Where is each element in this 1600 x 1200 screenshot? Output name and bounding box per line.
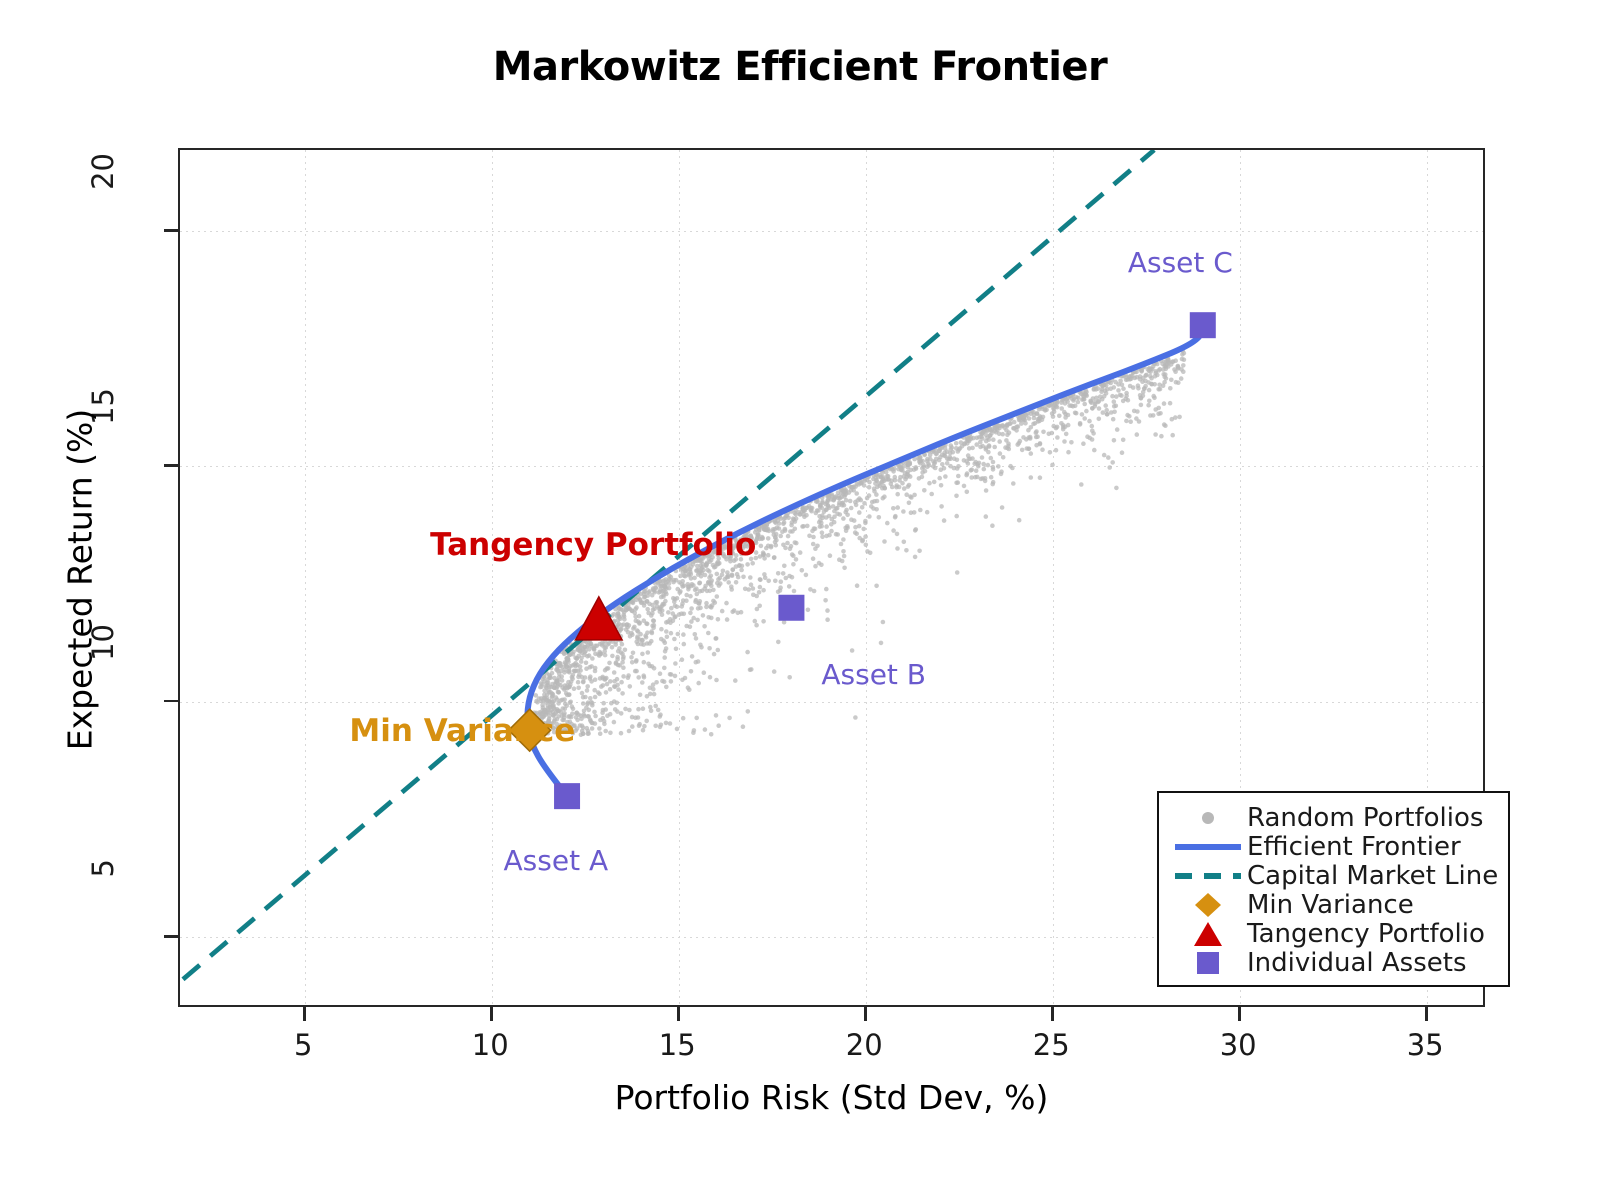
- individual-asset-markers: [554, 312, 1216, 810]
- tangency-portfolio-marker: [574, 595, 624, 641]
- x-tick-mark: [677, 1007, 680, 1021]
- efficient-frontier-curve: [524, 322, 1206, 800]
- y-tick-mark: [164, 464, 178, 467]
- y-tick-mark: [164, 229, 178, 232]
- plot-area: Tangency Portfolio Min Variance Asset A Ass…: [178, 148, 1485, 1007]
- x-tick-label: 30: [1219, 1028, 1257, 1062]
- gridline-vertical: [1427, 150, 1429, 1005]
- legend-key-square-icon: [1169, 950, 1247, 976]
- annotation-asset-b: Asset B: [821, 658, 927, 692]
- annotation-asset-a: Asset A: [503, 844, 609, 878]
- gridline-vertical: [866, 150, 868, 1005]
- gridline-horizontal: [180, 701, 1483, 703]
- x-tick-mark: [303, 1007, 306, 1021]
- x-tick-mark: [864, 1007, 867, 1021]
- legend-label: Random Portfolios: [1247, 802, 1484, 833]
- gridline-vertical: [1053, 150, 1055, 1005]
- annotation-min-variance: Min Variance: [349, 712, 576, 749]
- legend-item[interactable]: Min Variance: [1159, 889, 1508, 920]
- gridline-vertical: [305, 150, 307, 1005]
- plot-graphics: [181, 150, 1216, 982]
- x-tick-label: 35: [1406, 1028, 1444, 1062]
- legend-key-triangle-icon: [1169, 921, 1247, 947]
- legend-label: Individual Assets: [1247, 947, 1467, 978]
- x-axis-label: Portfolio Risk (Std Dev, %): [614, 1078, 1049, 1117]
- y-axis-label: Expected Return (%): [60, 408, 100, 751]
- annotation-asset-c: Asset C: [1127, 246, 1233, 280]
- x-tick-label: 15: [658, 1028, 696, 1062]
- legend-key-line-dashed-icon: [1169, 863, 1247, 889]
- y-tick-mark: [164, 699, 178, 703]
- gridline-horizontal: [180, 466, 1483, 468]
- gridline-horizontal: [180, 937, 1483, 939]
- legend-item[interactable]: Efficient Frontier: [1159, 831, 1508, 862]
- x-tick-mark: [1425, 1007, 1428, 1021]
- y-tick-mark: [164, 935, 178, 938]
- x-tick-label: 10: [471, 1028, 509, 1062]
- legend-item[interactable]: Random Portfolios: [1159, 802, 1508, 833]
- legend-label: Capital Market Line: [1247, 860, 1499, 891]
- gridline-vertical: [1240, 150, 1242, 1005]
- min-variance-marker: [507, 708, 552, 753]
- capital-market-line: [181, 150, 1156, 982]
- x-tick-label: 5: [294, 1028, 313, 1062]
- x-tick-label: 20: [845, 1028, 883, 1062]
- x-tick-mark: [490, 1007, 493, 1021]
- legend-key-circle-icon: [1169, 805, 1247, 831]
- legend-label: Tangency Portfolio: [1247, 918, 1485, 949]
- x-tick-mark: [1238, 1007, 1241, 1021]
- gridline-horizontal: [180, 231, 1483, 232]
- chart-legend: Random Portfolios Efficient Frontier Capit…: [1157, 791, 1510, 987]
- legend-label: Efficient Frontier: [1247, 831, 1461, 862]
- legend-label: Min Variance: [1247, 889, 1414, 920]
- x-tick-label: 25: [1032, 1028, 1070, 1062]
- legend-key-diamond-icon: [1169, 892, 1247, 918]
- x-tick-mark: [1051, 1007, 1054, 1021]
- annotation-tangency-portfolio: Tangency Portfolio: [430, 526, 757, 563]
- chart-title: Markowitz Efficient Frontier: [492, 44, 1108, 90]
- gridline-vertical: [492, 150, 494, 1005]
- legend-item[interactable]: Tangency Portfolio: [1159, 918, 1508, 949]
- legend-item[interactable]: Capital Market Line: [1159, 860, 1508, 891]
- legend-item[interactable]: Individual Assets: [1159, 947, 1508, 978]
- legend-key-line-solid-icon: [1169, 834, 1247, 860]
